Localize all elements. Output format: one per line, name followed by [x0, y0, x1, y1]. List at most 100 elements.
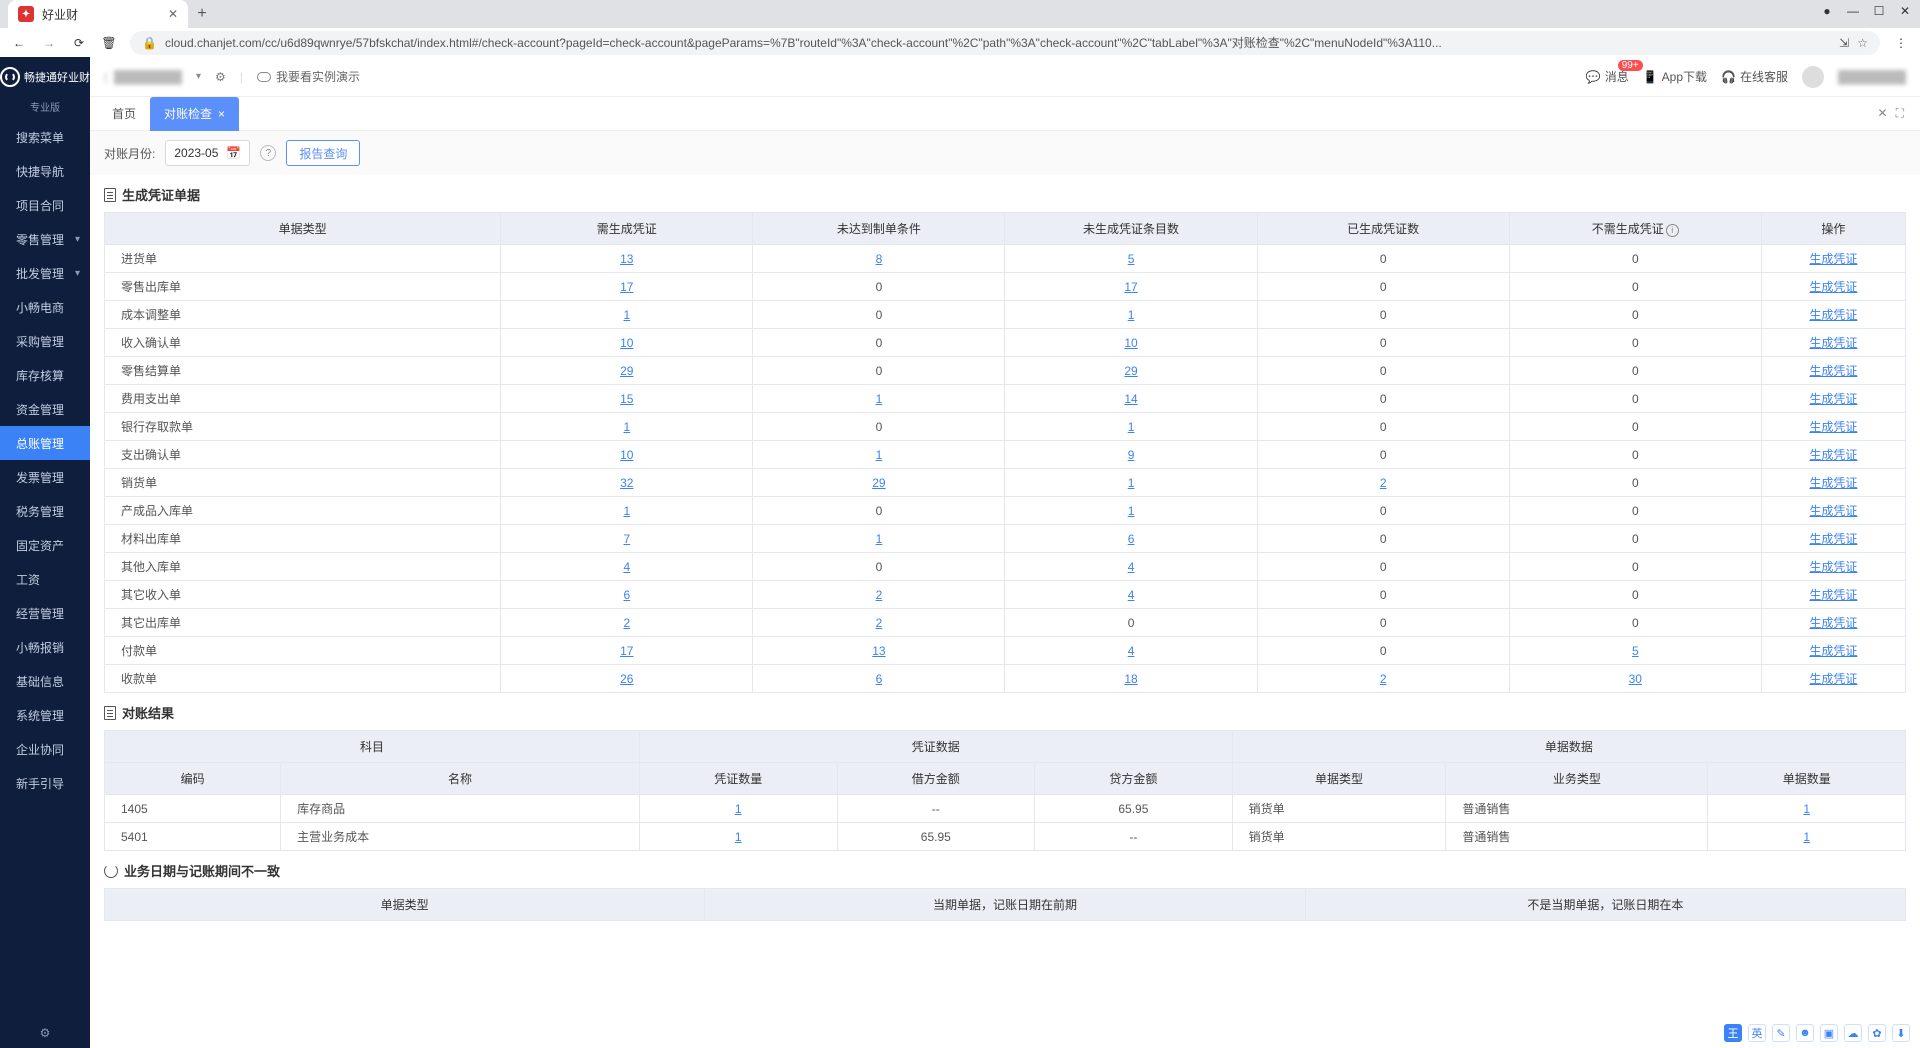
- close-window-icon[interactable]: ✕: [1898, 4, 1912, 18]
- bookmark-icon[interactable]: ☆: [1857, 36, 1868, 50]
- value-link[interactable]: 1: [876, 532, 883, 546]
- value-link[interactable]: 30: [1629, 672, 1642, 686]
- sidebar-item[interactable]: 固定资产: [0, 528, 90, 562]
- close-all-icon[interactable]: ✕: [1878, 106, 1888, 121]
- generate-voucher-link[interactable]: 生成凭证: [1809, 644, 1857, 658]
- info-icon[interactable]: i: [1666, 224, 1679, 237]
- generate-voucher-link[interactable]: 生成凭证: [1809, 560, 1857, 574]
- generate-voucher-link[interactable]: 生成凭证: [1809, 504, 1857, 518]
- sidebar-item[interactable]: 采购管理: [0, 324, 90, 358]
- value-link[interactable]: 6: [1128, 532, 1135, 546]
- generate-voucher-link[interactable]: 生成凭证: [1809, 392, 1857, 406]
- value-link[interactable]: 2: [623, 616, 630, 630]
- menu-icon[interactable]: ⋮: [1892, 36, 1910, 50]
- minimize-icon[interactable]: —: [1846, 4, 1860, 18]
- sidebar-item[interactable]: 小畅电商: [0, 290, 90, 324]
- forward-icon[interactable]: →: [40, 36, 58, 50]
- generate-voucher-link[interactable]: 生成凭证: [1809, 308, 1857, 322]
- value-link[interactable]: 13: [620, 252, 633, 266]
- generate-voucher-link[interactable]: 生成凭证: [1809, 364, 1857, 378]
- tool-capture-icon[interactable]: ▣: [1820, 1024, 1838, 1042]
- sidebar-item[interactable]: 经营管理: [0, 596, 90, 630]
- value-link[interactable]: 29: [620, 364, 633, 378]
- value-link[interactable]: 6: [876, 672, 883, 686]
- generate-voucher-link[interactable]: 生成凭证: [1809, 448, 1857, 462]
- value-link[interactable]: 1: [1128, 476, 1135, 490]
- generate-voucher-link[interactable]: 生成凭证: [1809, 616, 1857, 630]
- tab-close-icon[interactable]: ✕: [168, 7, 178, 21]
- value-link[interactable]: 1: [623, 504, 630, 518]
- trash-icon[interactable]: 🗑: [100, 36, 118, 50]
- value-link[interactable]: 1: [1128, 504, 1135, 518]
- value-link[interactable]: 32: [620, 476, 633, 490]
- sidebar-item[interactable]: 基础信息: [0, 664, 90, 698]
- help-icon[interactable]: ?: [260, 145, 276, 161]
- browser-tab[interactable]: ✦ 好业财 ✕: [8, 0, 188, 28]
- app-download-button[interactable]: 📱 App下载: [1643, 68, 1707, 85]
- settings-button[interactable]: ⚙: [0, 1018, 90, 1048]
- sidebar-item[interactable]: 资金管理: [0, 392, 90, 426]
- value-link[interactable]: 26: [620, 672, 633, 686]
- value-link[interactable]: 29: [872, 476, 885, 490]
- generate-voucher-link[interactable]: 生成凭证: [1809, 476, 1857, 490]
- avatar[interactable]: [1802, 66, 1824, 88]
- generate-voucher-link[interactable]: 生成凭证: [1809, 336, 1857, 350]
- sidebar-item[interactable]: 发票管理: [0, 460, 90, 494]
- sidebar-item[interactable]: 搜索菜单: [0, 120, 90, 154]
- value-link[interactable]: 4: [623, 560, 630, 574]
- messages-button[interactable]: 💬 消息 99+: [1586, 68, 1629, 85]
- tool-settings-icon[interactable]: ✿: [1868, 1024, 1886, 1042]
- tool-emoji-icon[interactable]: ☻: [1796, 1024, 1814, 1042]
- tab-home[interactable]: 首页: [98, 97, 150, 131]
- value-link[interactable]: 5: [1632, 644, 1639, 658]
- tab-check-account[interactable]: 对账检查 ×: [150, 97, 239, 131]
- value-link[interactable]: 4: [1128, 588, 1135, 602]
- sidebar-item[interactable]: 新手引导: [0, 766, 90, 800]
- value-link[interactable]: 9: [1128, 448, 1135, 462]
- sidebar-item[interactable]: 税务管理: [0, 494, 90, 528]
- new-tab-button[interactable]: +: [188, 0, 216, 28]
- value-link[interactable]: 17: [620, 280, 633, 294]
- generate-voucher-link[interactable]: 生成凭证: [1809, 672, 1857, 686]
- value-link[interactable]: 8: [876, 252, 883, 266]
- back-icon[interactable]: ←: [10, 36, 28, 50]
- value-link[interactable]: 17: [1124, 280, 1137, 294]
- org-settings-icon[interactable]: ⚙: [215, 70, 226, 84]
- value-link[interactable]: 1: [1128, 420, 1135, 434]
- value-link[interactable]: 2: [1380, 672, 1387, 686]
- generate-voucher-link[interactable]: 生成凭证: [1809, 420, 1857, 434]
- value-link[interactable]: 2: [876, 616, 883, 630]
- value-link[interactable]: 2: [876, 588, 883, 602]
- value-link[interactable]: 5: [1128, 252, 1135, 266]
- install-icon[interactable]: ⇲: [1839, 36, 1849, 50]
- value-link[interactable]: 6: [623, 588, 630, 602]
- sidebar-item[interactable]: 项目合同: [0, 188, 90, 222]
- demo-link[interactable]: 我要看实例演示: [257, 68, 360, 85]
- sidebar-item[interactable]: 零售管理▾: [0, 222, 90, 256]
- generate-voucher-link[interactable]: 生成凭证: [1809, 588, 1857, 602]
- sidebar-item[interactable]: 快捷导航: [0, 154, 90, 188]
- value-link[interactable]: 1: [1803, 802, 1810, 816]
- sidebar-item[interactable]: 工资: [0, 562, 90, 596]
- value-link[interactable]: 7: [623, 532, 630, 546]
- generate-voucher-link[interactable]: 生成凭证: [1809, 280, 1857, 294]
- value-link[interactable]: 1: [876, 448, 883, 462]
- fullscreen-icon[interactable]: ⛶: [1896, 106, 1904, 121]
- tool-edit-icon[interactable]: ✎: [1772, 1024, 1790, 1042]
- tool-more-icon[interactable]: ⬇: [1892, 1024, 1910, 1042]
- value-link[interactable]: 18: [1124, 672, 1137, 686]
- value-link[interactable]: 15: [620, 392, 633, 406]
- ime-lang-icon[interactable]: 英: [1748, 1024, 1766, 1042]
- maximize-icon[interactable]: ☐: [1872, 4, 1886, 18]
- generate-voucher-link[interactable]: 生成凭证: [1809, 252, 1857, 266]
- value-link[interactable]: 1: [735, 830, 742, 844]
- value-link[interactable]: 4: [1128, 644, 1135, 658]
- month-picker[interactable]: 2023-05 📅: [165, 140, 250, 166]
- chevron-down-icon[interactable]: ▾: [196, 71, 201, 82]
- value-link[interactable]: 1: [876, 392, 883, 406]
- value-link[interactable]: 13: [872, 644, 885, 658]
- value-link[interactable]: 10: [620, 336, 633, 350]
- reload-icon[interactable]: ⟳: [70, 36, 88, 50]
- sidebar-item[interactable]: 批发管理▾: [0, 256, 90, 290]
- value-link[interactable]: 2: [1380, 476, 1387, 490]
